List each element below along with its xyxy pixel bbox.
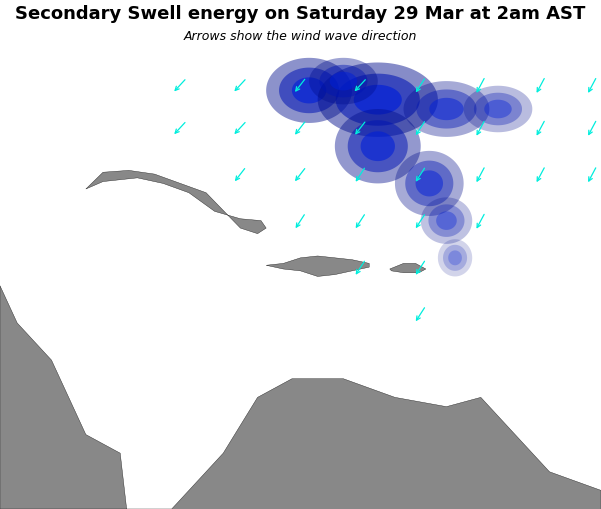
Polygon shape xyxy=(429,99,463,121)
Polygon shape xyxy=(292,78,326,104)
Polygon shape xyxy=(0,286,601,509)
Polygon shape xyxy=(309,59,378,105)
Polygon shape xyxy=(429,205,465,237)
Polygon shape xyxy=(336,74,420,127)
Polygon shape xyxy=(438,240,472,277)
Polygon shape xyxy=(484,100,511,119)
Polygon shape xyxy=(354,86,402,116)
Polygon shape xyxy=(443,245,467,271)
Polygon shape xyxy=(403,82,489,137)
Polygon shape xyxy=(474,94,522,126)
Polygon shape xyxy=(348,121,408,173)
Polygon shape xyxy=(86,171,266,234)
Polygon shape xyxy=(335,110,421,184)
Polygon shape xyxy=(319,66,367,98)
Text: Arrows show the wind wave direction: Arrows show the wind wave direction xyxy=(184,30,417,43)
Text: Secondary Swell energy on Saturday 29 Mar at 2am AST: Secondary Swell energy on Saturday 29 Ma… xyxy=(15,6,586,23)
Polygon shape xyxy=(395,152,463,216)
Polygon shape xyxy=(266,59,352,124)
Polygon shape xyxy=(266,257,369,277)
Polygon shape xyxy=(361,132,395,162)
Polygon shape xyxy=(448,251,462,266)
Polygon shape xyxy=(436,212,457,231)
Polygon shape xyxy=(421,198,472,244)
Polygon shape xyxy=(330,73,357,91)
Polygon shape xyxy=(416,90,477,129)
Polygon shape xyxy=(390,264,426,273)
Polygon shape xyxy=(405,161,453,207)
Polygon shape xyxy=(463,87,532,133)
Polygon shape xyxy=(279,69,339,114)
Polygon shape xyxy=(318,63,438,137)
Polygon shape xyxy=(415,171,443,197)
